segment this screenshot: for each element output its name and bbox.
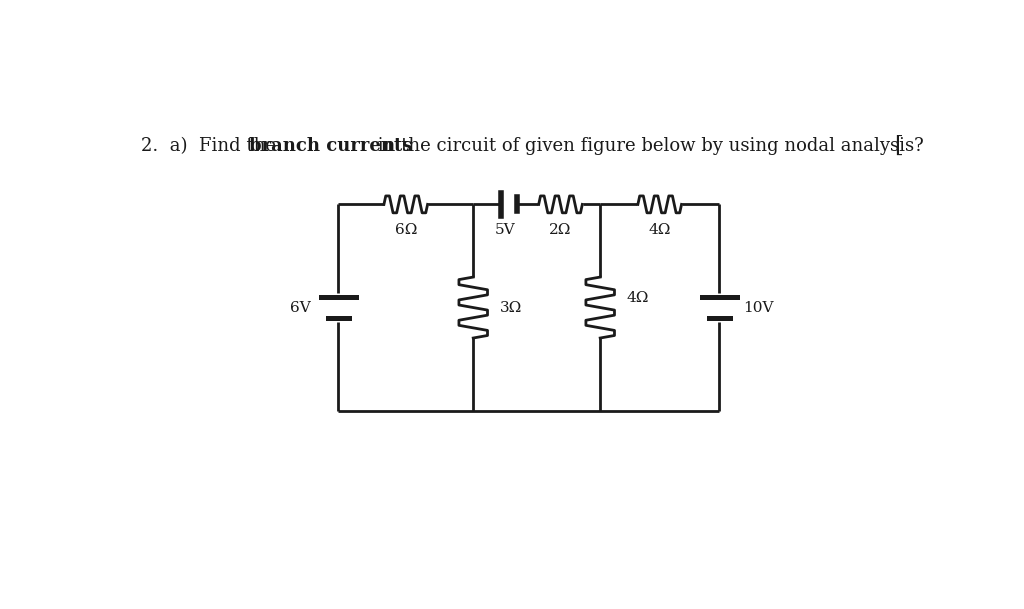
Text: in the circuit of given figure below by using nodal analysis?: in the circuit of given figure below by … (373, 137, 925, 155)
Text: 2.  a)  Find the: 2. a) Find the (140, 137, 282, 155)
Text: 10V: 10V (743, 301, 773, 314)
Text: 2Ω: 2Ω (549, 223, 571, 237)
Text: 3Ω: 3Ω (500, 301, 521, 314)
Text: 6V: 6V (290, 301, 310, 314)
Text: [: [ (894, 135, 902, 157)
Text: 6Ω: 6Ω (394, 223, 417, 237)
Text: 4Ω: 4Ω (648, 223, 671, 237)
Text: 4Ω: 4Ω (627, 291, 649, 305)
Text: 5V: 5V (495, 223, 515, 237)
Text: branch currents: branch currents (249, 137, 412, 155)
